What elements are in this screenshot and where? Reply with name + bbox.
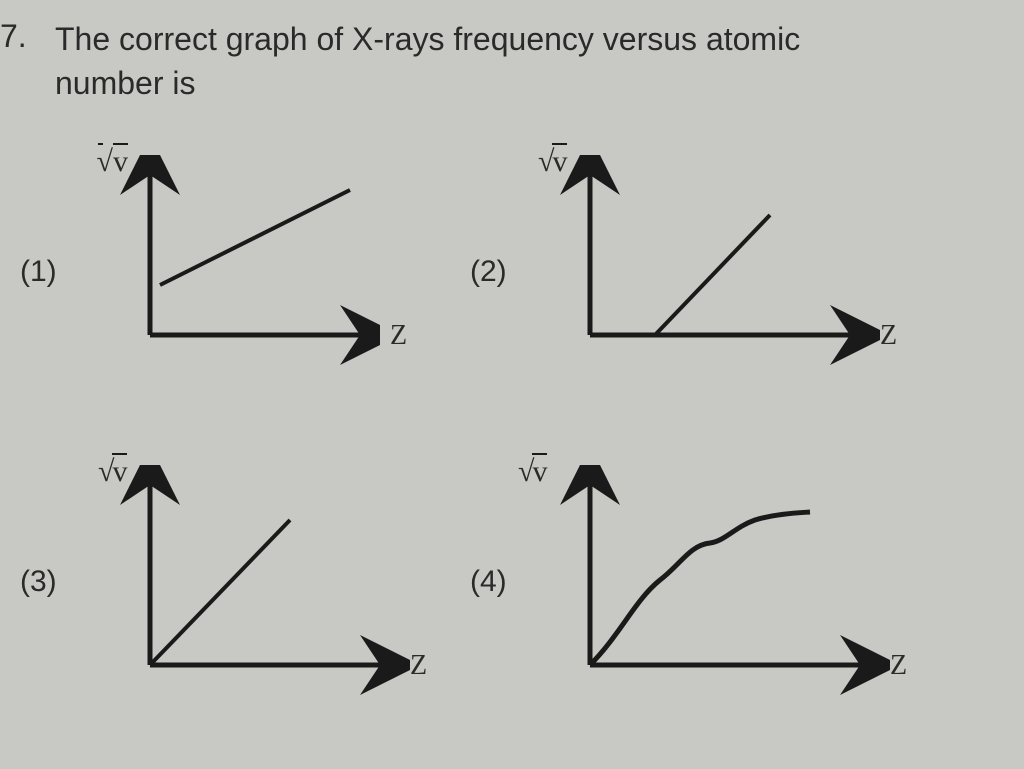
option-3-label: (3) [20,565,57,599]
option-2-xlabel: Z [880,320,897,352]
option-4-ylabel: √v [518,455,547,489]
option-1-xlabel: Z [390,320,407,352]
option-4-xlabel: Z [890,650,907,682]
option-3-plot [120,465,410,695]
option-2-plot [560,155,880,365]
question-number: 7. [0,18,27,55]
option-3-xlabel: Z [410,650,427,682]
page: 7. The correct graph of X-rays frequency… [0,0,1024,769]
option-4-label: (4) [470,565,507,599]
option-1-plot [120,155,380,365]
option-4-plot [560,465,890,695]
option-1-label: (1) [20,255,57,289]
option-2-label: (2) [470,255,507,289]
question-text-line1: The correct graph of X-rays frequency ve… [55,18,800,61]
question-text-line2: number is [55,62,196,105]
